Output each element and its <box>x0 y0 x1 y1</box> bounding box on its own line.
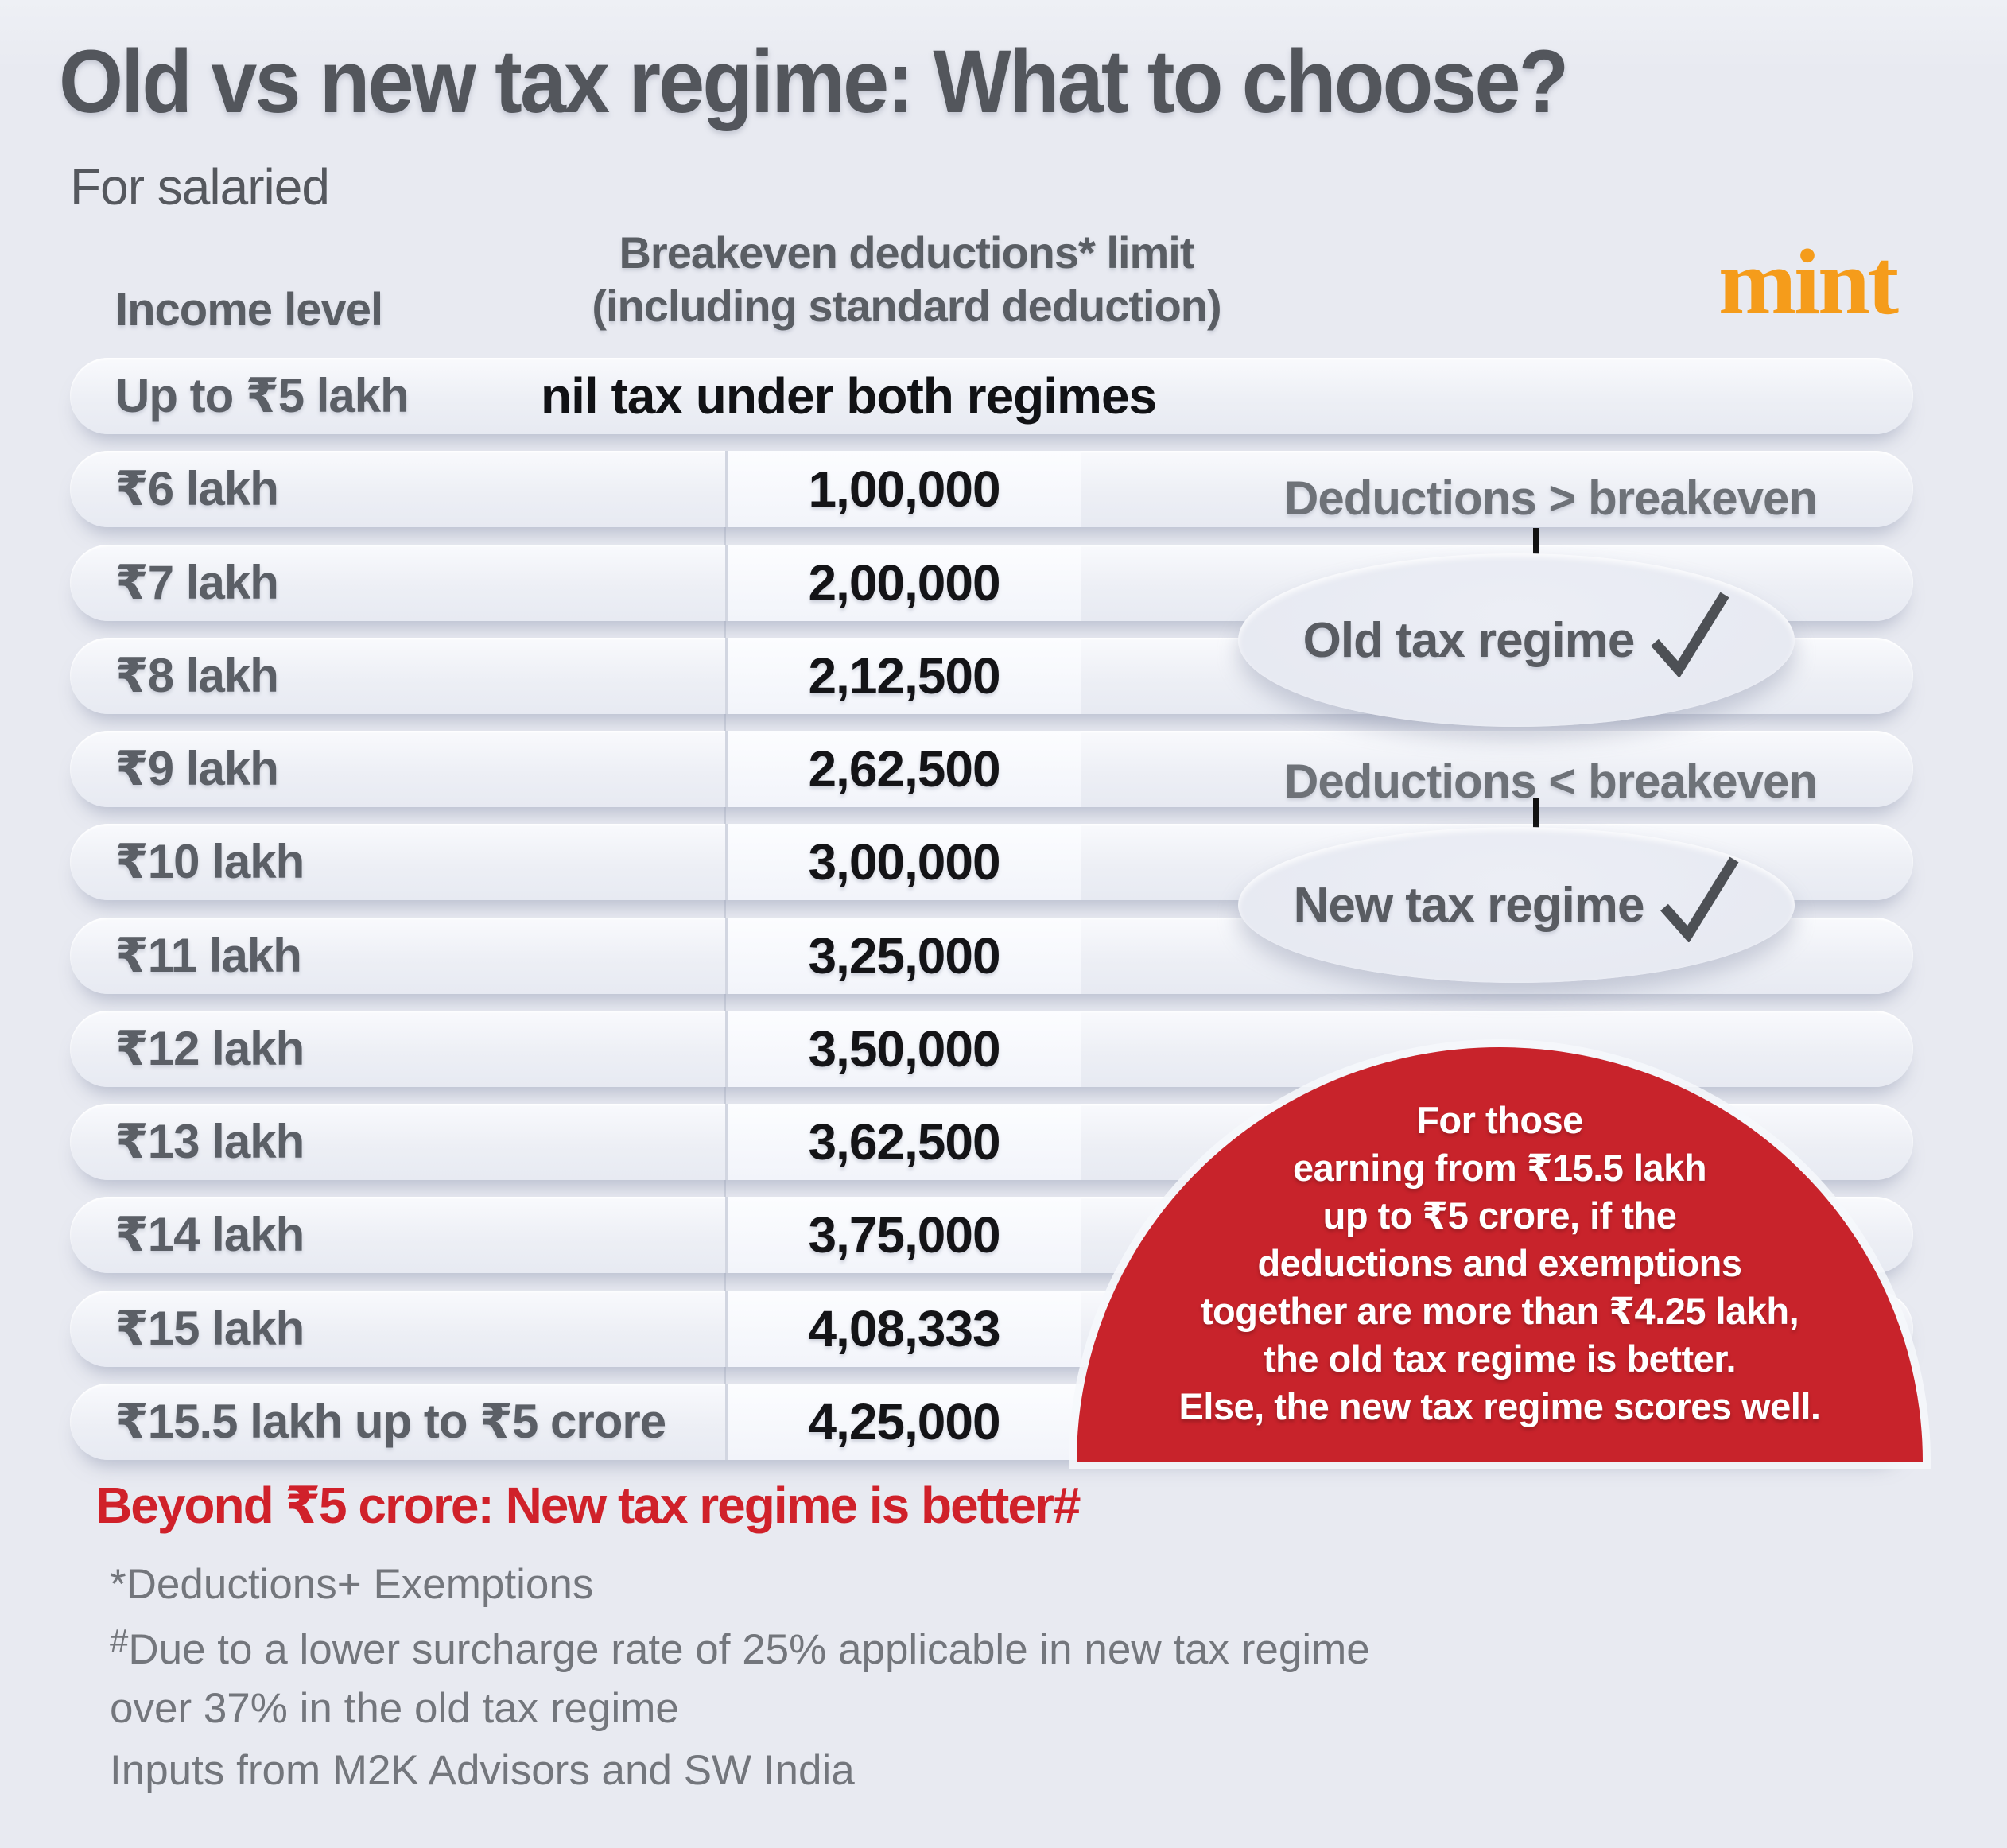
callout-line: the old tax regime is better. <box>1263 1337 1737 1380</box>
income-level-cell: ₹10 lakh <box>115 835 305 888</box>
value-column-band: 2,12,500 <box>725 638 1081 714</box>
callout-line: earning from ₹15.5 lakh <box>1292 1147 1707 1189</box>
breakeven-value-cell: nil tax under both regimes <box>541 367 1157 425</box>
new-regime-label: New tax regime <box>1293 877 1645 933</box>
breakeven-value-cell: 3,00,000 <box>808 833 1000 891</box>
table-row: ₹6 lakh 1,00,000 <box>70 451 1913 527</box>
value-column-band: 1,00,000 <box>725 451 1081 527</box>
callout-dome: For those earning from ₹15.5 lakh up to … <box>1077 1047 1923 1462</box>
footnote-source: Inputs from M2K Advisors and SW India <box>110 1747 855 1794</box>
breakeven-value-cell: 4,25,000 <box>808 1393 1000 1450</box>
income-level-cell: ₹8 lakh <box>115 649 279 702</box>
breakeven-value-cell: 2,12,500 <box>808 647 1000 705</box>
value-column-band: 3,50,000 <box>725 1011 1081 1087</box>
callout-line: together are more than ₹4.25 lakh, <box>1200 1290 1799 1332</box>
condition-new: Deductions < breakeven <box>1284 755 1818 808</box>
income-level-cell: ₹14 lakh <box>115 1208 305 1261</box>
callout-line: up to ₹5 crore, if the <box>1322 1194 1677 1237</box>
footnote-surcharge: #Due to a lower surcharge rate of 25% ap… <box>110 1622 1370 1674</box>
page-title: Old vs new tax regime: What to choose? <box>59 32 1569 131</box>
footnote-surcharge-text: Due to a lower surcharge rate of 25% app… <box>128 1626 1370 1673</box>
column-header-breakeven-line2: (including standard deduction) <box>592 281 1221 331</box>
callout-line: Else, the new tax regime scores well. <box>1178 1385 1821 1427</box>
breakeven-value-cell: 1,00,000 <box>808 460 1000 518</box>
income-level-cell: ₹12 lakh <box>115 1022 305 1075</box>
income-level-cell: ₹6 lakh <box>115 462 279 515</box>
income-level-cell: Up to ₹5 lakh <box>115 369 410 422</box>
condition-old: Deductions > breakeven <box>1284 472 1818 525</box>
table-row: Up to ₹5 lakh nil tax under both regimes <box>70 358 1913 434</box>
value-column-band: 2,62,500 <box>725 731 1081 807</box>
breakeven-value-cell: 3,62,500 <box>808 1113 1000 1171</box>
subtitle: For salaried <box>70 158 330 215</box>
value-column-band: 2,00,000 <box>725 545 1081 621</box>
breakeven-value-cell: 3,25,000 <box>808 927 1000 984</box>
income-level-cell: ₹7 lakh <box>115 556 279 609</box>
new-regime-oval: New tax regime <box>1238 827 1795 983</box>
mint-logo: mint <box>1718 230 1899 334</box>
footnote-deductions: *Deductions+ Exemptions <box>110 1561 594 1608</box>
column-header-breakeven: Breakeven deductions* limit (including s… <box>509 226 1304 332</box>
value-column-band: 3,25,000 <box>725 918 1081 994</box>
value-column-band: 3,62,500 <box>725 1104 1081 1180</box>
footnote-hash-marker: # <box>110 1622 129 1660</box>
income-level-cell: ₹13 lakh <box>115 1115 305 1168</box>
value-column-band: 4,08,333 <box>725 1291 1081 1367</box>
beyond-note: Beyond ₹5 crore: New tax regime is bette… <box>95 1477 1081 1534</box>
column-header-breakeven-line1: Breakeven deductions* limit <box>619 227 1194 278</box>
value-column-band: 3,00,000 <box>725 824 1081 900</box>
value-column-band: 3,75,000 <box>725 1197 1081 1273</box>
checkmark-icon <box>1651 592 1729 677</box>
footnote-surcharge-cont: over 37% in the old tax regime <box>110 1685 679 1732</box>
income-level-cell: ₹9 lakh <box>115 742 279 795</box>
income-level-cell: ₹15 lakh <box>115 1302 305 1355</box>
checkmark-icon <box>1660 856 1739 942</box>
breakeven-value-cell: 3,75,000 <box>808 1206 1000 1264</box>
callout-line: For those <box>1416 1099 1583 1141</box>
income-level-cell: ₹11 lakh <box>115 929 302 982</box>
callout-line: deductions and exemptions <box>1257 1242 1742 1284</box>
old-regime-label: Old tax regime <box>1302 612 1636 668</box>
breakeven-value-cell: 2,00,000 <box>808 554 1000 611</box>
breakeven-value-cell: 4,08,333 <box>808 1300 1000 1357</box>
column-header-income: Income level <box>115 284 383 336</box>
value-column-band: 4,25,000 <box>725 1384 1081 1460</box>
breakeven-value-cell: 3,50,000 <box>808 1020 1000 1077</box>
breakeven-value-cell: 2,62,500 <box>808 740 1000 798</box>
table-row: ₹9 lakh 2,62,500 <box>70 731 1913 807</box>
old-regime-oval: Old tax regime <box>1238 553 1795 727</box>
income-level-cell: ₹15.5 lakh up to ₹5 crore <box>115 1395 666 1448</box>
